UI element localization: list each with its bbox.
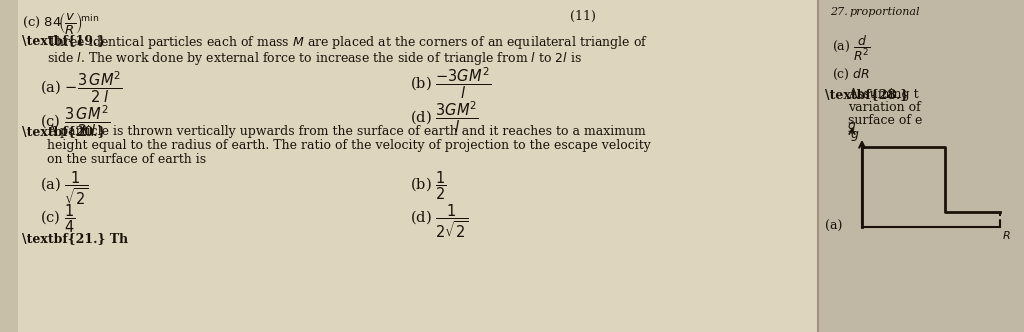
- Text: side $l$. The work done by external force to increase the side of triangle from : side $l$. The work done by external forc…: [47, 50, 582, 67]
- Text: (11): (11): [570, 10, 596, 23]
- Text: (c) $84\!\left(\dfrac{v}{R}\right)^{\!\mathrm{min}}$: (c) $84\!\left(\dfrac{v}{R}\right)^{\!\m…: [22, 10, 99, 36]
- Text: surface of e: surface of e: [848, 114, 923, 127]
- Text: \textbf{20.}: \textbf{20.}: [22, 125, 105, 138]
- Text: (c) $\dfrac{1}{4}$: (c) $\dfrac{1}{4}$: [40, 202, 76, 234]
- Text: (c) $\dfrac{3\,GM^2}{2\;l}$: (c) $\dfrac{3\,GM^2}{2\;l}$: [40, 104, 110, 139]
- Text: (a) $-\dfrac{3\,GM^2}{2\;l}$: (a) $-\dfrac{3\,GM^2}{2\;l}$: [40, 70, 123, 105]
- Text: (d) $\dfrac{1}{2\sqrt{2}}$: (d) $\dfrac{1}{2\sqrt{2}}$: [410, 202, 469, 239]
- Text: $g$: $g$: [847, 120, 856, 134]
- Text: Three identical particles each of mass $M$ are placed at the corners of an equil: Three identical particles each of mass $…: [47, 34, 648, 51]
- Text: 27.: 27.: [830, 7, 848, 17]
- Text: (b) $\dfrac{1}{2}$: (b) $\dfrac{1}{2}$: [410, 169, 446, 202]
- Bar: [18, 0, 818, 332]
- Text: A particle is thrown vertically upwards from the surface of earth and it reaches: A particle is thrown vertically upwards …: [47, 125, 646, 138]
- Text: (c) $dR$: (c) $dR$: [831, 67, 870, 82]
- Text: \textbf{19.}: \textbf{19.}: [22, 34, 105, 47]
- Text: (b) $\dfrac{-3GM^2}{l}$: (b) $\dfrac{-3GM^2}{l}$: [410, 66, 492, 101]
- Text: proportional: proportional: [850, 7, 921, 17]
- Text: (a): (a): [825, 220, 843, 233]
- Text: $g$: $g$: [850, 129, 859, 143]
- Text: (a) $\dfrac{d}{R^2}$: (a) $\dfrac{d}{R^2}$: [831, 34, 870, 63]
- Text: height equal to the radius of earth. The ratio of the velocity of projection to : height equal to the radius of earth. The…: [47, 139, 651, 152]
- Text: \textbf{21.} Th: \textbf{21.} Th: [22, 232, 128, 245]
- Text: \textbf{28.}: \textbf{28.}: [825, 88, 908, 101]
- Text: (d) $\dfrac{3GM^2}{l}$: (d) $\dfrac{3GM^2}{l}$: [410, 100, 479, 135]
- Bar: [818, 0, 1024, 332]
- Bar: [0, 0, 18, 332]
- Text: (a) $\dfrac{1}{\sqrt{2}}$: (a) $\dfrac{1}{\sqrt{2}}$: [40, 169, 89, 207]
- Text: variation of: variation of: [848, 101, 921, 114]
- Text: Assuming t: Assuming t: [848, 88, 919, 101]
- Text: on the surface of earth is: on the surface of earth is: [47, 153, 206, 166]
- Text: $R$: $R$: [1002, 229, 1011, 241]
